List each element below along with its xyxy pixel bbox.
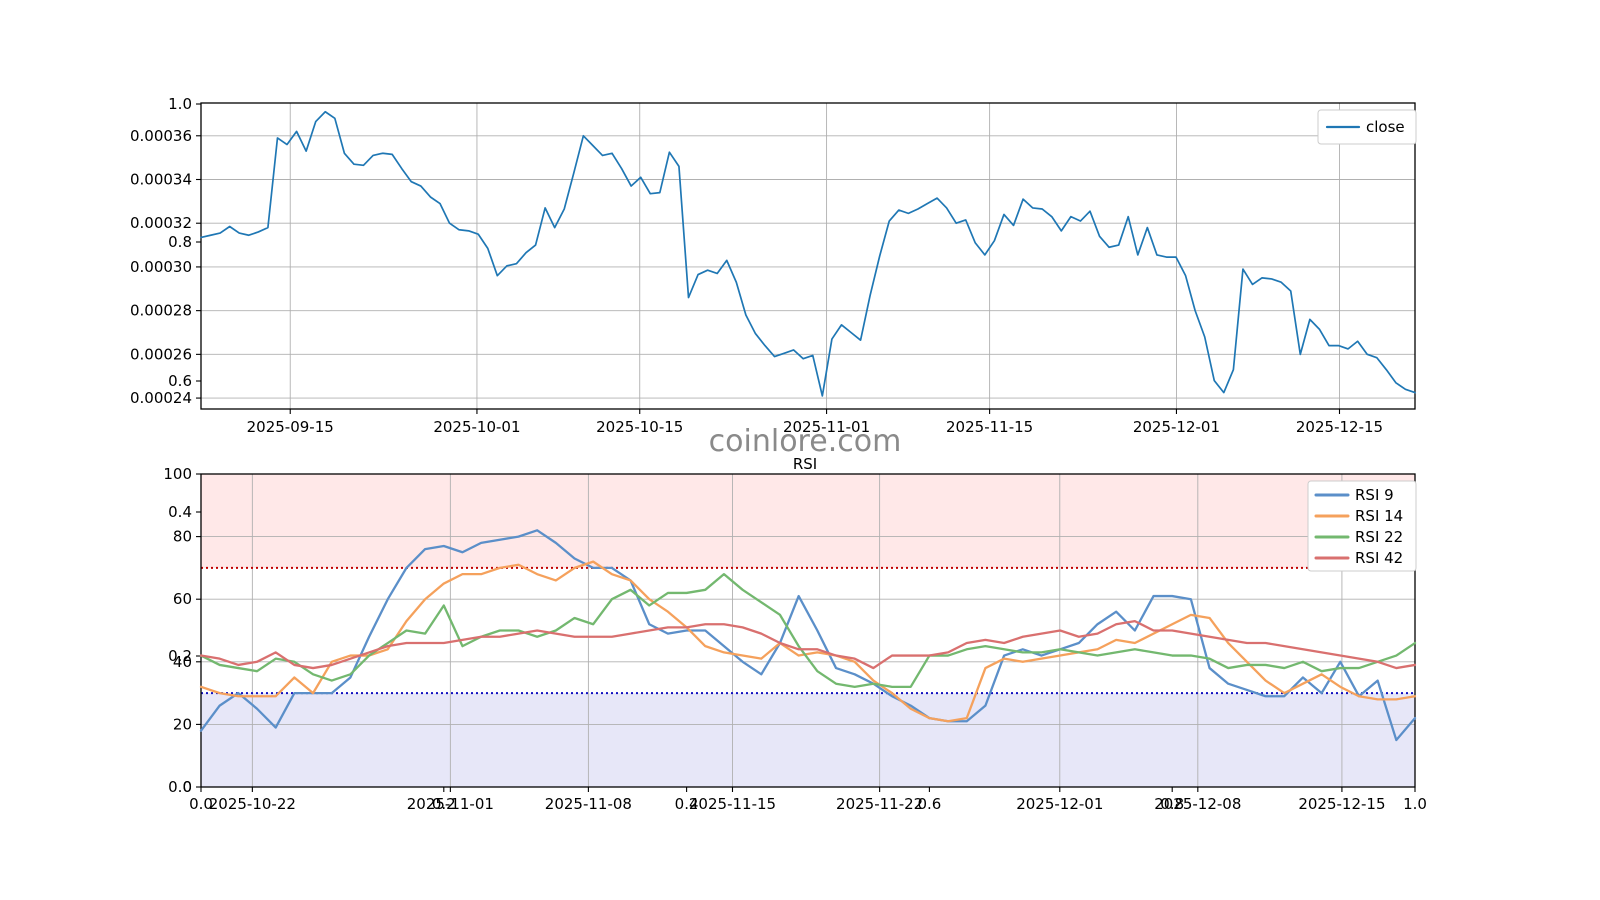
- rsi-ytick-label: 0: [182, 778, 192, 796]
- price-legend-box: [1317, 109, 1417, 145]
- rsi-xtick-label: 2025-11-01: [407, 795, 494, 813]
- rsi-series-rsi-42: [199, 619, 1417, 670]
- rsi-xtick-label: 2025-11-22: [836, 795, 923, 813]
- rsi-xtick-overlay-label: 0.4: [675, 795, 699, 813]
- price-ytick-label: 0.00036: [130, 127, 192, 145]
- rsi-ytick-label: 40: [173, 653, 192, 671]
- rsi-xtick-overlay-label: 1.0: [1403, 795, 1427, 813]
- rsi-panel-title: RSI: [793, 455, 817, 473]
- price-xtick-label: 2025-12-01: [1133, 418, 1220, 436]
- rsi-xtick-overlay-label: 0.6: [917, 795, 941, 813]
- price-plot-frame: [200, 102, 1416, 410]
- rsi-panel: 0 20 40 60 80 100 0.2 0.4 2025-10-22 2025-11-01 20…: [163, 455, 1427, 813]
- rsi-xtick-label: 2025-10-22: [209, 795, 296, 813]
- price-ytick-label: 0.00030: [130, 258, 192, 276]
- rsi-ytick-label: 20: [173, 715, 192, 733]
- price-ytick-label: 0.00032: [130, 214, 192, 232]
- rsi-legend-label-rsi-14: RSI 14: [1355, 507, 1403, 525]
- rsi-xtick-overlay-label: 0.0: [189, 795, 213, 813]
- price-xtick-label: 2025-11-01: [783, 418, 870, 436]
- rsi-xtick-overlay-label: 0.8: [1160, 795, 1184, 813]
- rsi-ytick-label: 100: [163, 465, 192, 483]
- price-ytick-label: 0.00026: [130, 345, 192, 363]
- price-xtick-label: 2025-10-01: [433, 418, 520, 436]
- price-ytick-label: 0.00024: [130, 389, 192, 407]
- rsi-xtick-label: 2025-11-15: [689, 795, 776, 813]
- price-ytick-overlay-label: 0.8: [168, 233, 192, 251]
- rsi-overbought-band: [201, 474, 1415, 568]
- watermark-coinlore: coinlore.com: [709, 424, 902, 459]
- price-xtick-label: 2025-10-15: [596, 418, 683, 436]
- price-xtick-label: 2025-11-15: [946, 418, 1033, 436]
- rsi-legend-box: [1307, 480, 1417, 572]
- price-ytick-label: 0.00028: [130, 302, 192, 320]
- price-xtick-label: 2025-12-15: [1296, 418, 1383, 436]
- rsi-plot-frame: [200, 473, 1416, 788]
- rsi-xtick-label: 2025-11-08: [545, 795, 632, 813]
- rsi-legend-label-rsi-9: RSI 9: [1355, 486, 1394, 504]
- rsi-legend-label-rsi-42: RSI 42: [1355, 549, 1403, 567]
- rsi-legend-label-rsi-22: RSI 22: [1355, 528, 1403, 546]
- rsi-ytick-overlay-label: 0.2: [168, 647, 192, 665]
- rsi-xtick-label: 2025-12-01: [1016, 795, 1103, 813]
- rsi-ytick-label: 80: [173, 528, 192, 546]
- price-legend-label-close: close: [1366, 118, 1405, 136]
- rsi-series-rsi-22: [199, 573, 1417, 688]
- rsi-xtick-label: 2025-12-15: [1298, 795, 1385, 813]
- price-ytick-label: 0.00034: [130, 171, 192, 189]
- rsi-series-rsi-9: [199, 529, 1417, 742]
- price-series-close: [200, 110, 1416, 397]
- price-ytick-overlay-label: 0.6: [168, 372, 192, 390]
- price-panel: 0.00024 0.00026 0.00028 0.00030 0.00032 0.000…: [130, 95, 1417, 436]
- rsi-ytick-overlay-label: 0.4: [168, 503, 192, 521]
- rsi-xtick-overlay-label: 0.2: [432, 795, 456, 813]
- rsi-xtick-label: 2025-12-08: [1154, 795, 1241, 813]
- price-ytick-overlay-label: 1.0: [168, 95, 192, 113]
- rsi-ytick-label: 60: [173, 590, 192, 608]
- rsi-oversold-band: [201, 693, 1415, 787]
- rsi-ytick-overlay-label-zero: 0.0: [168, 778, 192, 796]
- price-xtick-label: 2025-09-15: [247, 418, 334, 436]
- rsi-series-rsi-14: [199, 560, 1417, 723]
